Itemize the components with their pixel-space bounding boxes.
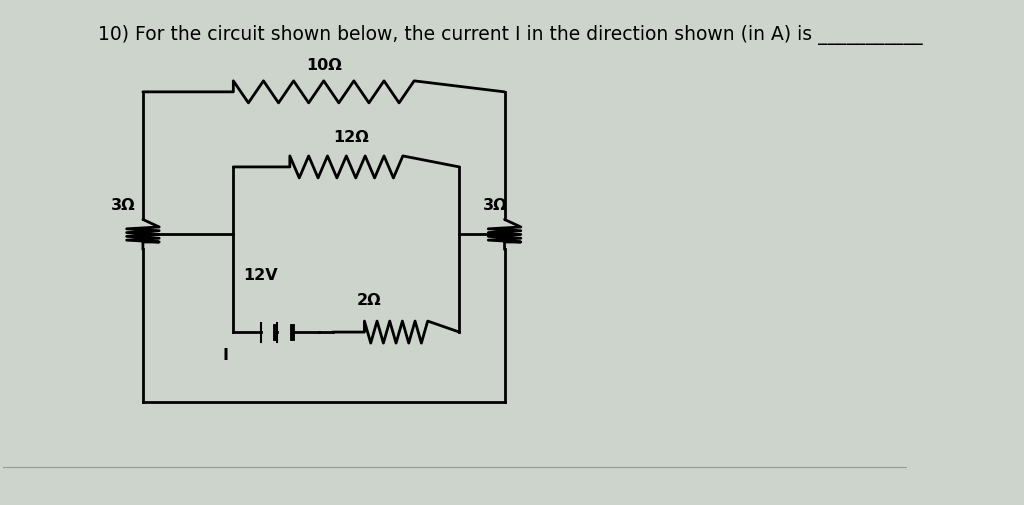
- Text: 3Ω: 3Ω: [111, 197, 135, 213]
- Text: 12V: 12V: [243, 268, 278, 282]
- Text: I: I: [222, 347, 228, 363]
- Text: 10Ω: 10Ω: [306, 58, 342, 73]
- Text: 3Ω: 3Ω: [483, 197, 508, 213]
- Text: 2Ω: 2Ω: [356, 292, 381, 308]
- Text: 10) For the circuit shown below, the current I in the direction shown (in A) is : 10) For the circuit shown below, the cur…: [97, 25, 923, 45]
- Text: 12Ω: 12Ω: [333, 130, 369, 145]
